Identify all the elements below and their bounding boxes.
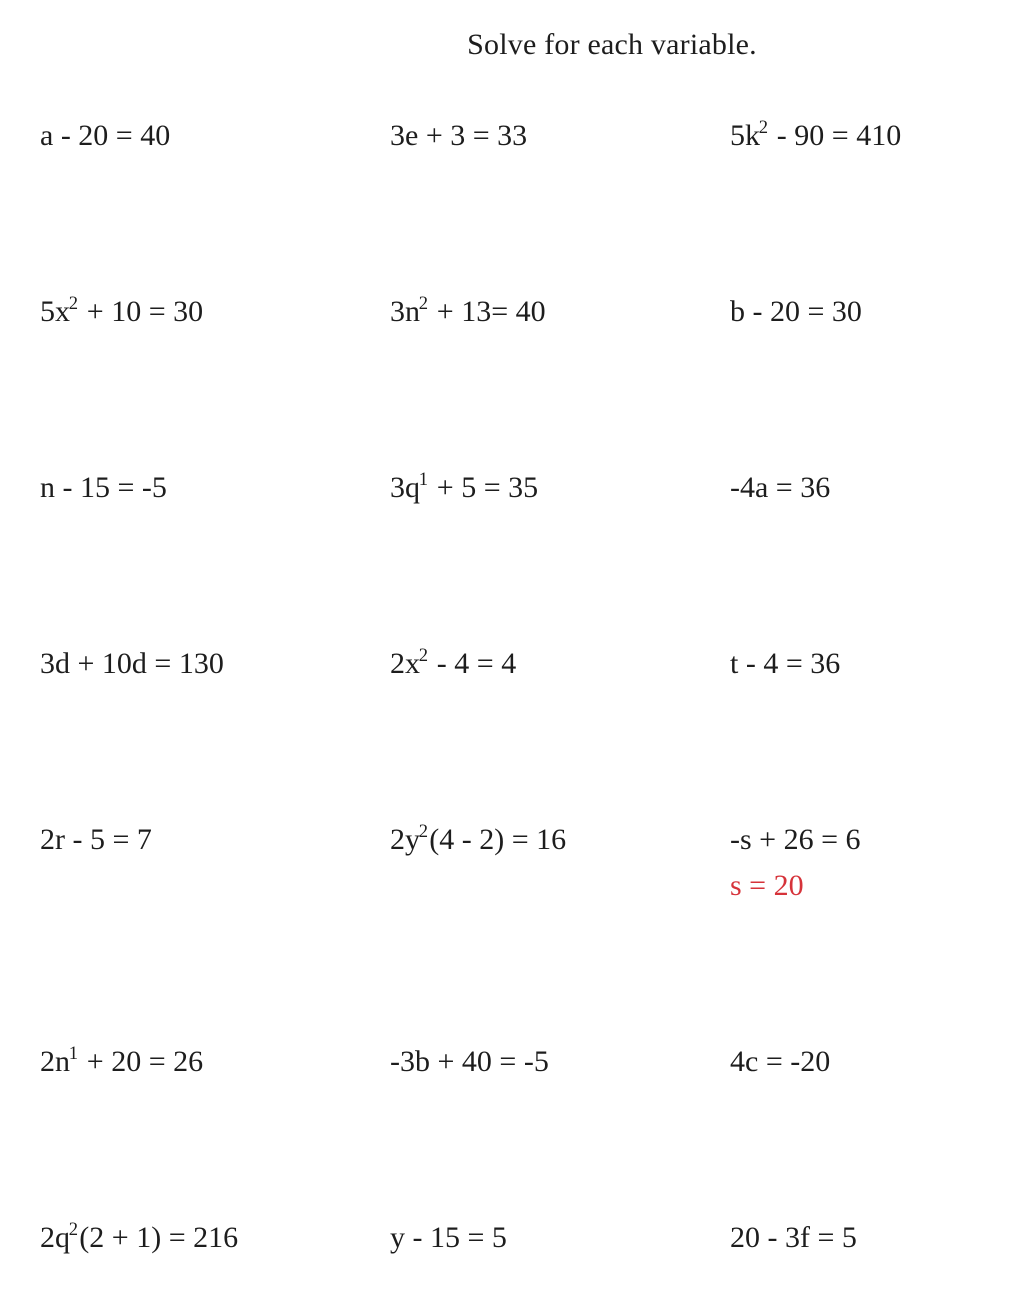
equation-text: n - 15 = -5	[40, 470, 390, 506]
problem-cell: b - 20 = 30	[730, 294, 984, 330]
problems-grid: a - 20 = 403e + 3 = 335k2 - 90 = 410 5x2 …	[40, 118, 984, 1256]
problem-cell: -3b + 40 = -5	[390, 1044, 730, 1080]
equation-text: 3q1 + 5 = 35	[390, 470, 730, 506]
equation-text: 5x2 + 10 = 30	[40, 294, 390, 330]
problem-cell: 20 - 3f = 5	[730, 1220, 984, 1256]
problem-cell: 4c = -20	[730, 1044, 984, 1080]
equation-text: 3e + 3 = 33	[390, 118, 730, 154]
equation-text: 2q2(2 + 1) = 216	[40, 1220, 390, 1256]
problem-cell: 3n2 + 13= 40	[390, 294, 730, 330]
problem-cell: 2q2(2 + 1) = 216	[40, 1220, 390, 1256]
equation-text: a - 20 = 40	[40, 118, 390, 154]
problem-cell: t - 4 = 36	[730, 646, 984, 682]
problem-cell: 2r - 5 = 7	[40, 822, 390, 904]
page-title: Solve for each variable.	[40, 28, 984, 62]
equation-text: 20 - 3f = 5	[730, 1220, 984, 1256]
equation-text: t - 4 = 36	[730, 646, 984, 682]
problem-cell: -4a = 36	[730, 470, 984, 506]
equation-text: 2y2(4 - 2) = 16	[390, 822, 730, 858]
equation-text: 4c = -20	[730, 1044, 984, 1080]
equation-text: 3d + 10d = 130	[40, 646, 390, 682]
equation-text: b - 20 = 30	[730, 294, 984, 330]
problem-cell: 2y2(4 - 2) = 16	[390, 822, 730, 904]
problem-cell: -s + 26 = 6 s = 20	[730, 822, 984, 904]
equation-text: 5k2 - 90 = 410	[730, 118, 984, 154]
problem-cell: 2n1 + 20 = 26	[40, 1044, 390, 1080]
equation-text: -4a = 36	[730, 470, 984, 506]
problem-cell: 3e + 3 = 33	[390, 118, 730, 154]
problem-cell: a - 20 = 40	[40, 118, 390, 154]
worksheet-page: Solve for each variable. a - 20 = 403e +…	[0, 0, 1024, 1309]
equation-text: 3n2 + 13= 40	[390, 294, 730, 330]
equation-text: 2r - 5 = 7	[40, 822, 390, 858]
problem-cell: 3d + 10d = 130	[40, 646, 390, 682]
problem-cell: 5k2 - 90 = 410	[730, 118, 984, 154]
equation-text: 2x2 - 4 = 4	[390, 646, 730, 682]
equation-text: -s + 26 = 6	[730, 822, 984, 858]
equation-text: -3b + 40 = -5	[390, 1044, 730, 1080]
problem-cell: y - 15 = 5	[390, 1220, 730, 1256]
equation-text: y - 15 = 5	[390, 1220, 730, 1256]
problem-cell: 5x2 + 10 = 30	[40, 294, 390, 330]
problem-cell: 2x2 - 4 = 4	[390, 646, 730, 682]
problem-cell: n - 15 = -5	[40, 470, 390, 506]
equation-text: 2n1 + 20 = 26	[40, 1044, 390, 1080]
problem-cell: 3q1 + 5 = 35	[390, 470, 730, 506]
answer-text: s = 20	[730, 868, 984, 904]
